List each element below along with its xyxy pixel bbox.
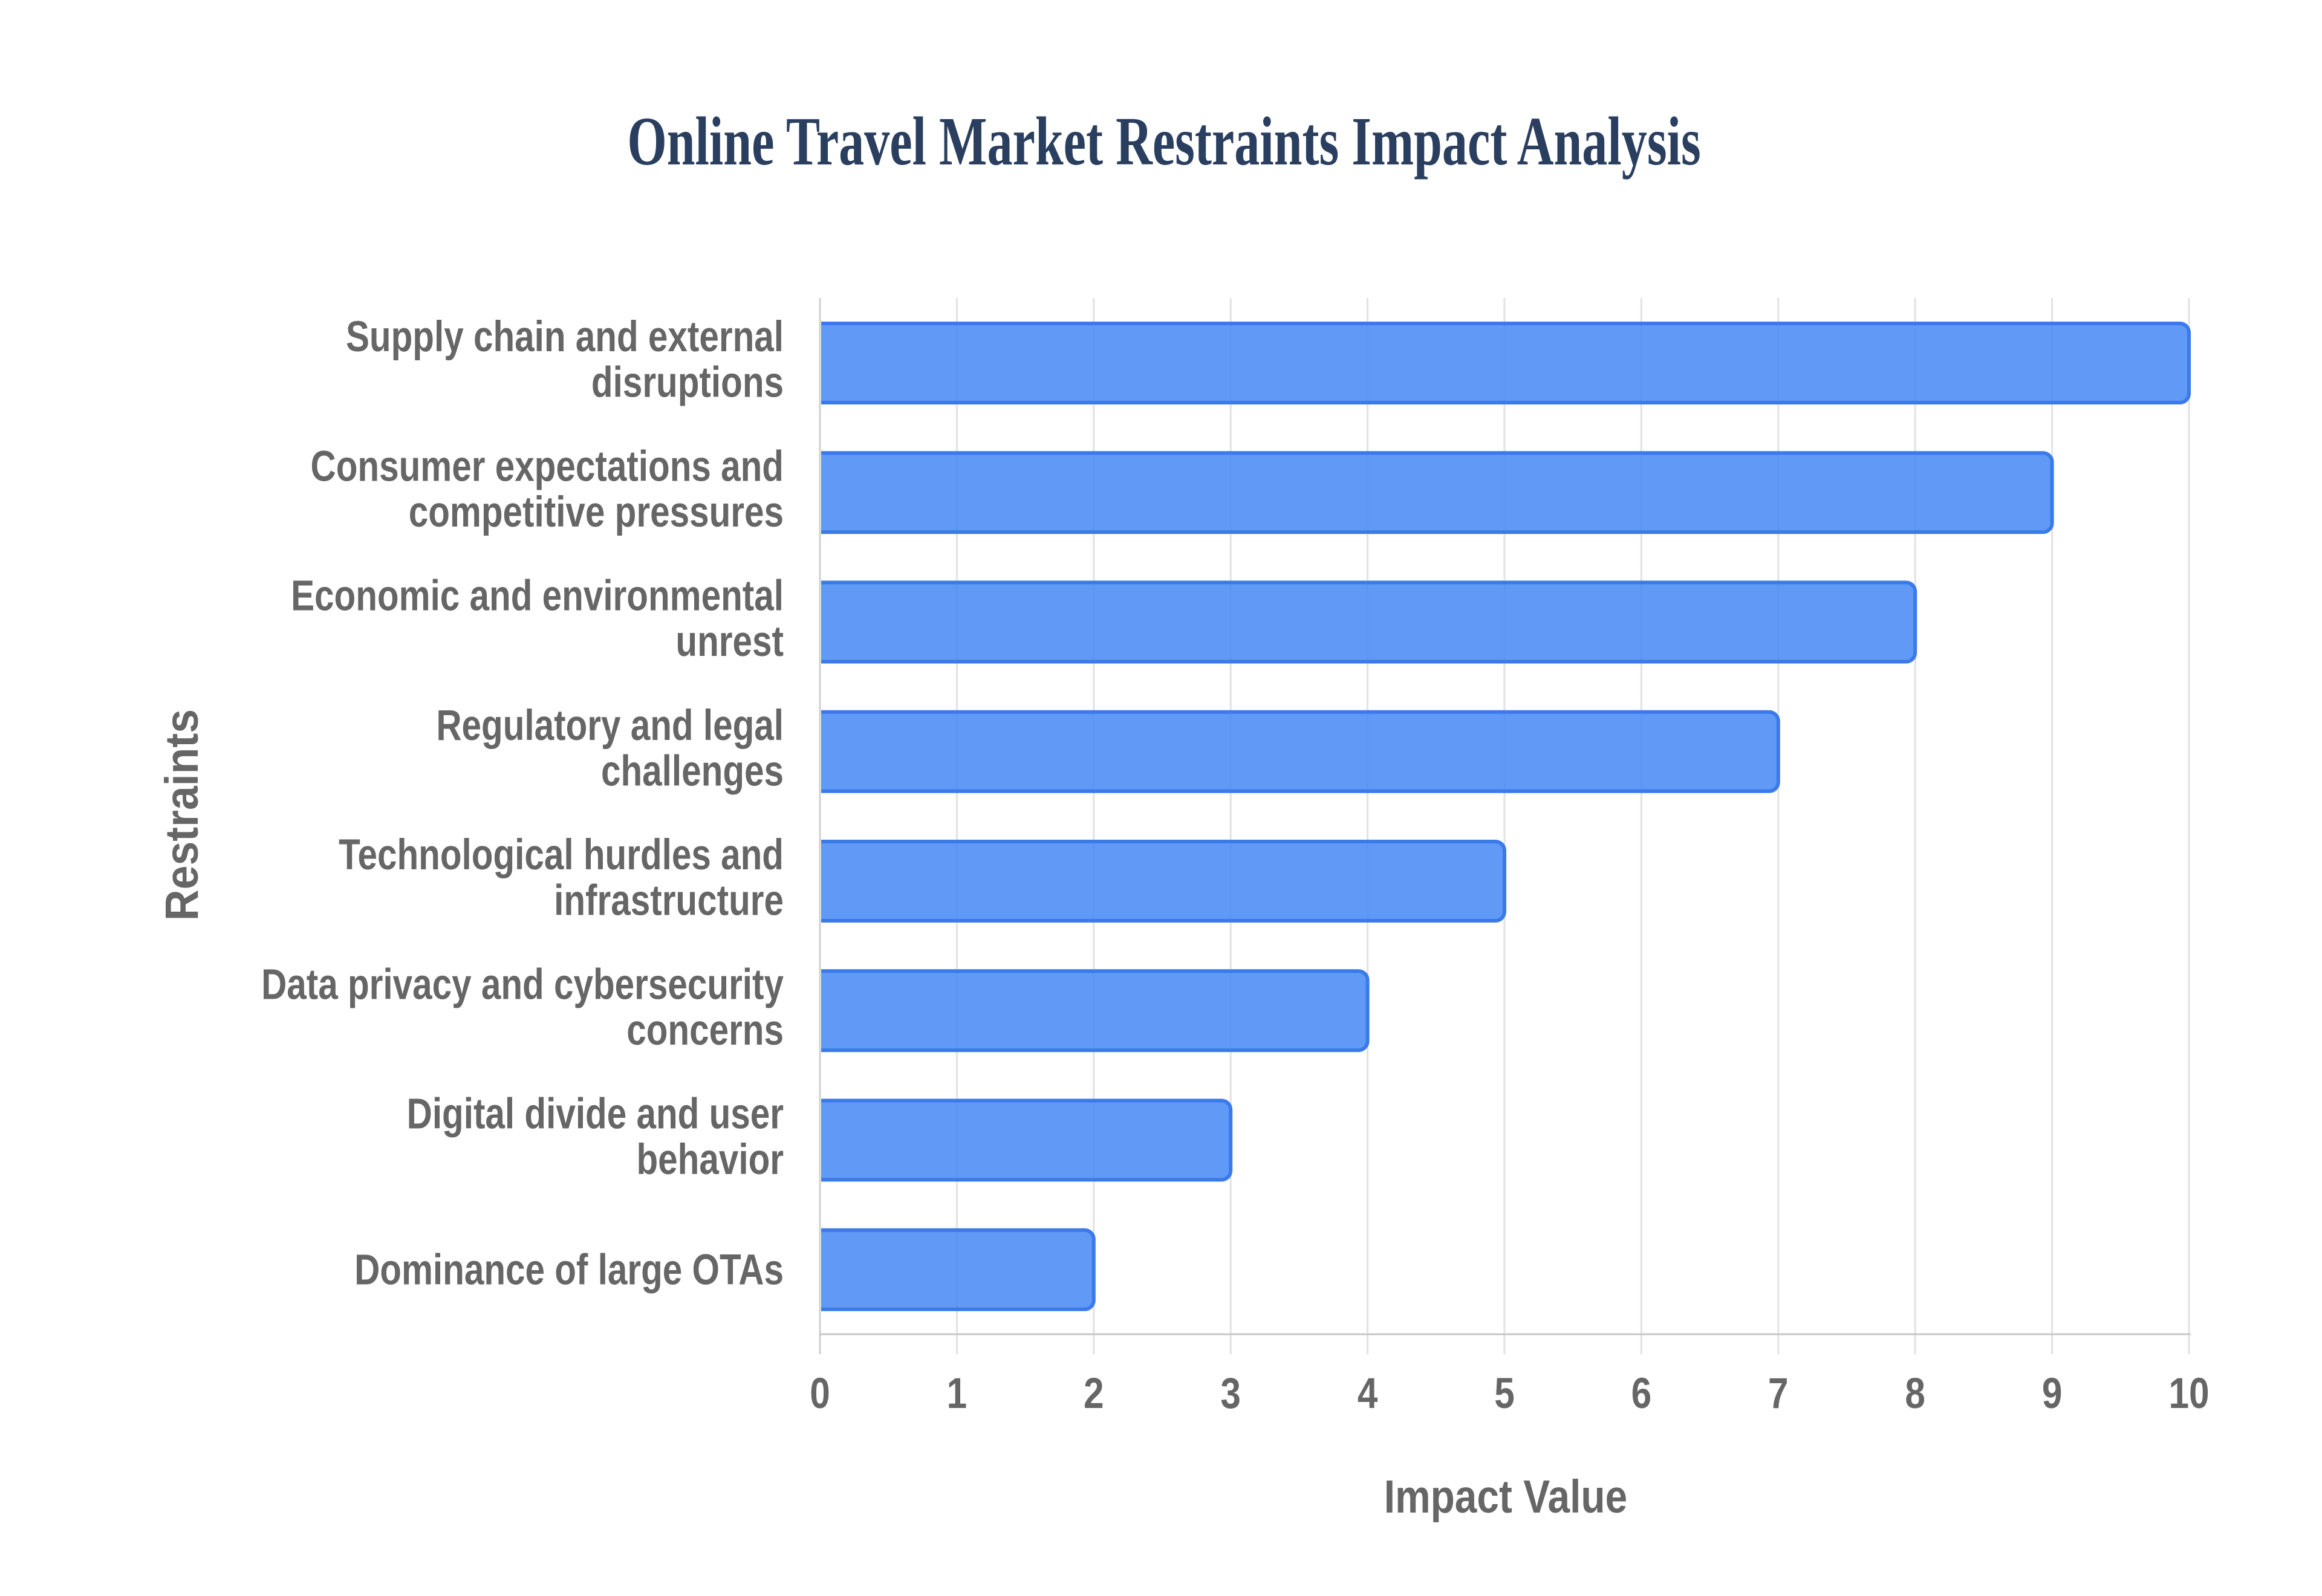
svg-text:3: 3: [1220, 1369, 1241, 1417]
svg-text:5: 5: [1494, 1369, 1515, 1417]
svg-text:Supply chain and external: Supply chain and external: [346, 313, 784, 361]
svg-text:6: 6: [1631, 1369, 1652, 1417]
svg-text:behavior: behavior: [636, 1135, 784, 1184]
svg-text:Dominance of large OTAs: Dominance of large OTAs: [354, 1245, 784, 1294]
svg-text:infrastructure: infrastructure: [554, 876, 784, 924]
svg-text:challenges: challenges: [601, 747, 784, 795]
svg-text:7: 7: [1768, 1369, 1789, 1417]
svg-text:9: 9: [2042, 1369, 2063, 1417]
svg-text:8: 8: [1905, 1369, 1925, 1417]
svg-text:disruptions: disruptions: [591, 358, 784, 406]
svg-text:Consumer expectations and: Consumer expectations and: [311, 442, 784, 490]
svg-text:Regulatory and legal: Regulatory and legal: [436, 701, 784, 749]
svg-text:Restraints: Restraints: [156, 709, 208, 921]
svg-text:10: 10: [2168, 1369, 2209, 1417]
svg-text:4: 4: [1358, 1369, 1378, 1417]
svg-text:Technological hurdles and: Technological hurdles and: [339, 831, 784, 879]
svg-text:Online Travel Market Restraint: Online Travel Market Restraints Impact A…: [627, 102, 1700, 180]
svg-text:Impact Value: Impact Value: [1384, 1471, 1627, 1523]
svg-text:Economic and environmental: Economic and environmental: [291, 571, 784, 620]
svg-text:competitive pressures: competitive pressures: [409, 487, 784, 536]
svg-text:Digital divide and user: Digital divide and user: [407, 1089, 784, 1138]
svg-text:2: 2: [1084, 1369, 1104, 1417]
svg-text:0: 0: [810, 1369, 830, 1417]
svg-text:Data privacy and cybersecurity: Data privacy and cybersecurity: [261, 960, 784, 1008]
svg-text:1: 1: [947, 1369, 968, 1417]
svg-text:concerns: concerns: [626, 1005, 784, 1054]
svg-text:unrest: unrest: [675, 617, 784, 666]
